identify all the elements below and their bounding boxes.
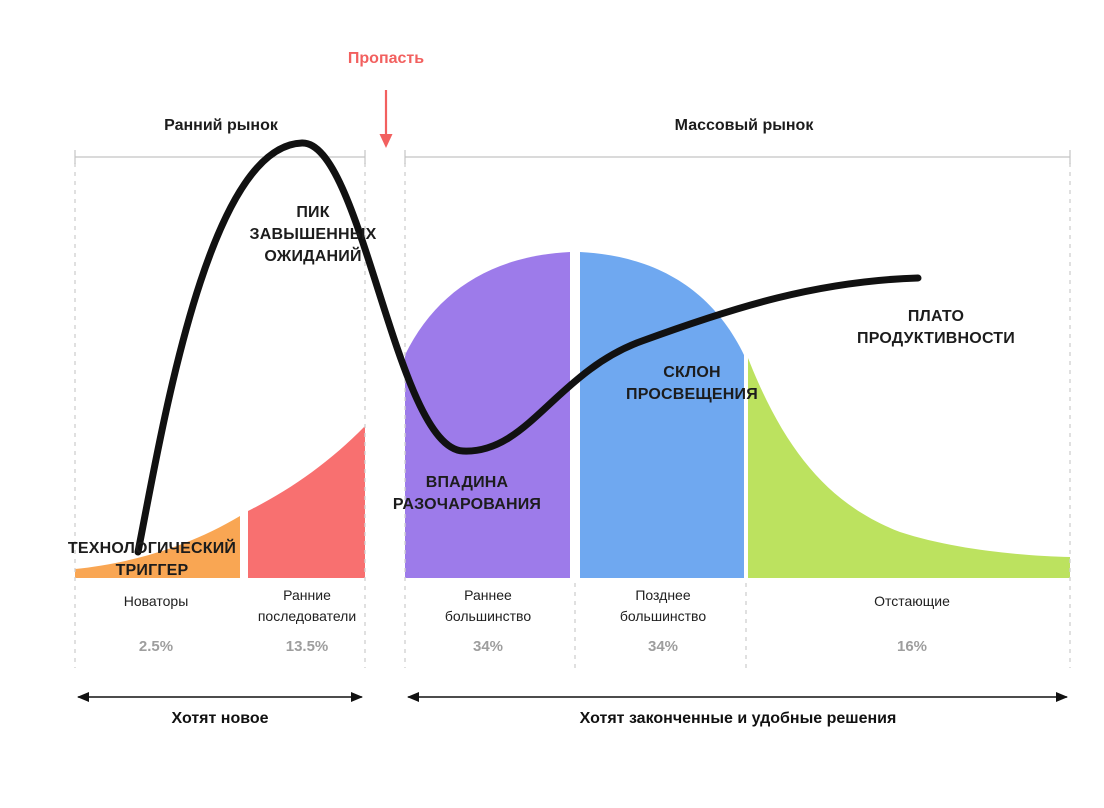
segment-label-innovators: Новаторы (123, 593, 189, 609)
segment-percent-early-majority: 34% (472, 638, 504, 655)
segment-label-late-majority: Позднее большинство (619, 587, 707, 624)
chasm-arrow (379, 90, 393, 148)
trough-of-disillusionment-label: ВПАДИНА РАЗОЧАРОВАНИЯ (392, 474, 542, 513)
plateau-of-productivity-label: ПЛАТО ПРОДУКТИВНОСТИ (857, 308, 1015, 347)
segment-percent-innovators: 2.5% (138, 638, 174, 655)
mass-market-want-label: Хотят законченные и удобные решения (579, 710, 897, 727)
slope-of-enlightenment-label: СКЛОН ПРОСВЕЩЕНИЯ (626, 364, 758, 403)
chasm-label: Пропасть (347, 50, 425, 67)
peak-of-expectations-label: ПИК ЗАВЫШЕННЫХ ОЖИДАНИЙ (249, 204, 377, 265)
segment-label-early-majority: Раннее большинство (444, 587, 532, 624)
mass-market-bracket (404, 150, 1071, 164)
technology-trigger-label: ТЕХНОЛОГИЧЕСКИЙ ТРИГГЕР (67, 540, 237, 579)
early-market-bracket (74, 150, 366, 164)
mass-market-label: Массовый рынок (674, 117, 814, 134)
early-market-label: Ранний рынок (164, 117, 278, 134)
early-market-want-label: Хотят новое (171, 710, 269, 727)
innovators-area (75, 516, 240, 578)
late-majority-area (580, 252, 744, 578)
early-adopters-area (248, 426, 365, 578)
segment-percent-laggards: 16% (896, 638, 928, 655)
early-majority-area (405, 252, 570, 578)
hype-curve (134, 139, 922, 556)
laggards-area (748, 358, 1070, 578)
segment-percent-early-adopters: 13.5% (285, 638, 329, 655)
segment-label-early-adopters: Ранние последователи (257, 587, 357, 624)
segment-label-laggards: Отстающие (874, 593, 950, 609)
segment-percent-late-majority: 34% (647, 638, 679, 655)
